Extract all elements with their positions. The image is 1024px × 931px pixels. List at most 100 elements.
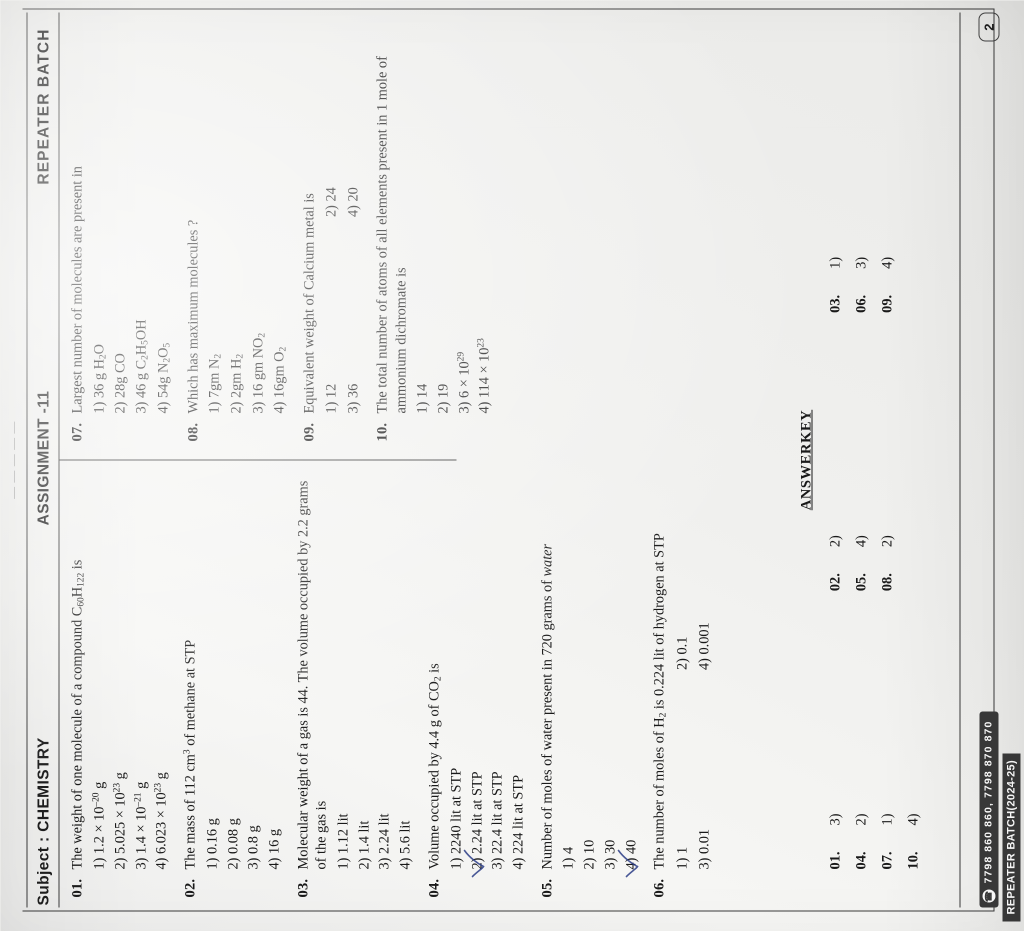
option-1[interactable]: 1) 0.16 g	[202, 476, 223, 869]
option-label: 2)	[322, 204, 339, 217]
question-number: 10.	[374, 422, 391, 441]
option-label: 3)	[345, 401, 362, 413]
option-4[interactable]: 4) 5.6 lit	[395, 476, 416, 869]
option-value: 16gm O2	[271, 346, 289, 398]
option-label: 4)	[345, 204, 362, 217]
header-top-rule	[26, 12, 27, 907]
option-1[interactable]: 1) 1.2 × 10–20 g	[89, 476, 110, 869]
option-label: 4)	[476, 401, 493, 413]
question-text: Number of moles of water present in 720 …	[538, 543, 555, 869]
option-value: 1	[673, 846, 690, 854]
option-1[interactable]: 1) 7gm N2	[204, 26, 226, 413]
option-value: 24	[322, 186, 339, 201]
question-text: Molecular weight of a gas is 44. The vol…	[294, 480, 330, 869]
answer-key-answer: 4)	[879, 256, 895, 269]
option-3[interactable]: 3) 1.4 × 10–21 g	[131, 476, 152, 869]
option-3[interactable]: 3) 0.8 g	[243, 476, 264, 869]
option-label: 3)	[696, 857, 713, 869]
answer-key-question-number: 02.	[827, 572, 843, 591]
question-09: 09. Equivalent weight of Calcium metal is…	[300, 26, 364, 441]
option-value: 6 × 1029	[455, 351, 472, 398]
option-4[interactable]: 4) 16gm O2	[269, 26, 291, 413]
option-4[interactable]: 4) 16 g	[264, 476, 285, 869]
option-2[interactable]: 2) 10	[579, 476, 600, 869]
option-4[interactable]: 4) 40	[616, 476, 642, 877]
option-1[interactable]: 1) 4	[558, 476, 579, 869]
answer-key-answer: 4)	[853, 534, 869, 547]
option-4[interactable]: 4) 224 lit at STP	[508, 476, 529, 869]
question-number: 01.	[69, 878, 85, 897]
answer-key-question-number: 05.	[853, 572, 869, 591]
option-1[interactable]: 1) 12	[321, 223, 342, 413]
option-value: 1.4 × 10–21 g	[132, 781, 149, 854]
answer-key-answer: 1)	[879, 813, 895, 825]
question-number: 09.	[301, 422, 318, 441]
option-4[interactable]: 4) 6.023 × 1023 g	[151, 476, 172, 869]
option-3[interactable]: 3) 6 × 1029	[454, 26, 475, 413]
option-1[interactable]: 1) 36 g H2O	[89, 26, 111, 413]
answer-key-question-number: 08.	[879, 572, 895, 591]
contact-phone-badge: ☎ 7798 860 860, 7798 870 870	[978, 711, 998, 907]
option-4[interactable]: 4) 114 × 1023	[474, 26, 495, 413]
option-2[interactable]: 2) 24	[321, 26, 342, 217]
option-1[interactable]: 1) 2240 lit at STP	[446, 476, 467, 869]
option-label: 4)	[271, 401, 288, 413]
option-label: 4)	[622, 857, 639, 869]
option-2[interactable]: 2) 0.08 g	[223, 476, 244, 869]
option-2[interactable]: 2) 28g CO	[110, 26, 131, 413]
question-text: Largest number of molecules are present …	[69, 165, 85, 413]
question-body: Equivalent weight of Calcium metal is 1) …	[300, 26, 364, 413]
option-label: 2)	[468, 857, 485, 869]
option-2[interactable]: 2) 2.24 lit at STP	[462, 476, 488, 877]
option-value: 2.24 lit at STP	[468, 770, 485, 854]
option-1[interactable]: 1) 14	[412, 26, 433, 413]
page-top-faint-text: — — — — —	[6, 420, 20, 499]
option-1[interactable]: 1) 1.12 lit	[333, 476, 354, 869]
option-4[interactable]: 4) 54g N2O5	[153, 26, 175, 413]
option-label: 1)	[322, 401, 339, 413]
option-3[interactable]: 3) 0.01	[694, 676, 715, 869]
question-number: 06.	[651, 878, 668, 897]
option-label: 4)	[153, 857, 170, 869]
option-2[interactable]: 2) 19	[433, 26, 454, 413]
option-3[interactable]: 3) 46 g C2H5OH	[131, 26, 153, 413]
option-list: 1) 1 2) 0.1 3) 0.01 4) 0.001	[672, 476, 715, 869]
answer-key-item-08: 08. 2)	[879, 316, 896, 591]
option-4[interactable]: 4) 0.001	[694, 476, 715, 670]
question-06: 06. The number of moles of H2 is 0.224 li…	[650, 476, 715, 897]
option-2[interactable]: 2) 5.025 × 1023 g	[110, 476, 131, 869]
option-3[interactable]: 3) 22.4 lit at STP	[487, 476, 508, 869]
assignment-label: ASSIGNMENT -11	[35, 390, 52, 525]
option-value: 19	[434, 383, 451, 398]
answer-key-question-number: 03.	[827, 294, 843, 313]
question-body: Volume occupied by 4.4 g of CO2 is 1) 224…	[425, 476, 529, 877]
answer-key-item-01: 01. 3)	[827, 595, 844, 869]
option-value: 4	[560, 846, 577, 854]
question-text: The number of moles of H2 is 0.224 lit o…	[651, 532, 669, 869]
option-label: 1)	[206, 401, 223, 413]
option-3[interactable]: 3) 30	[600, 476, 621, 869]
option-3[interactable]: 3) 16 gm NO2	[248, 26, 270, 413]
answer-key-section: ANSWERKEY 01. 3) 02. 2) 03. 1) 04. 2) 05. 4) 06. 3)…	[788, 12, 938, 907]
option-label: 1)	[560, 857, 577, 869]
option-2[interactable]: 2) 2gm H2	[226, 26, 248, 413]
option-2[interactable]: 2) 0.1	[672, 476, 693, 669]
answer-key-item-03: 03. 1)	[827, 38, 844, 312]
option-2[interactable]: 2) 1.4 lit	[354, 476, 375, 869]
question-body: Number of moles of water present in 720 …	[538, 476, 642, 877]
option-value: 10	[581, 839, 598, 854]
option-3[interactable]: 3) 2.24 lit	[374, 476, 395, 869]
answer-key-answer: 2)	[879, 534, 895, 547]
question-number: 08.	[184, 422, 201, 441]
option-4[interactable]: 4) 20	[343, 26, 364, 217]
answer-key-question-number: 01.	[827, 851, 843, 869]
option-label: 1)	[334, 857, 351, 869]
answer-key-question-number: 06.	[853, 294, 869, 313]
question-text: Which has maximum molecules ?	[184, 219, 201, 413]
option-1[interactable]: 1) 1	[672, 676, 693, 869]
option-label: 3)	[132, 857, 149, 869]
option-3[interactable]: 3) 36	[343, 223, 364, 413]
question-text: The mass of 112 cm3 of methane at STP	[182, 639, 199, 869]
option-value: 22.4 lit at STP	[489, 770, 506, 854]
option-list: 1) 36 g H2O 2) 28g CO 3) 46 g C2H5OH 4) 54g…	[89, 26, 175, 413]
